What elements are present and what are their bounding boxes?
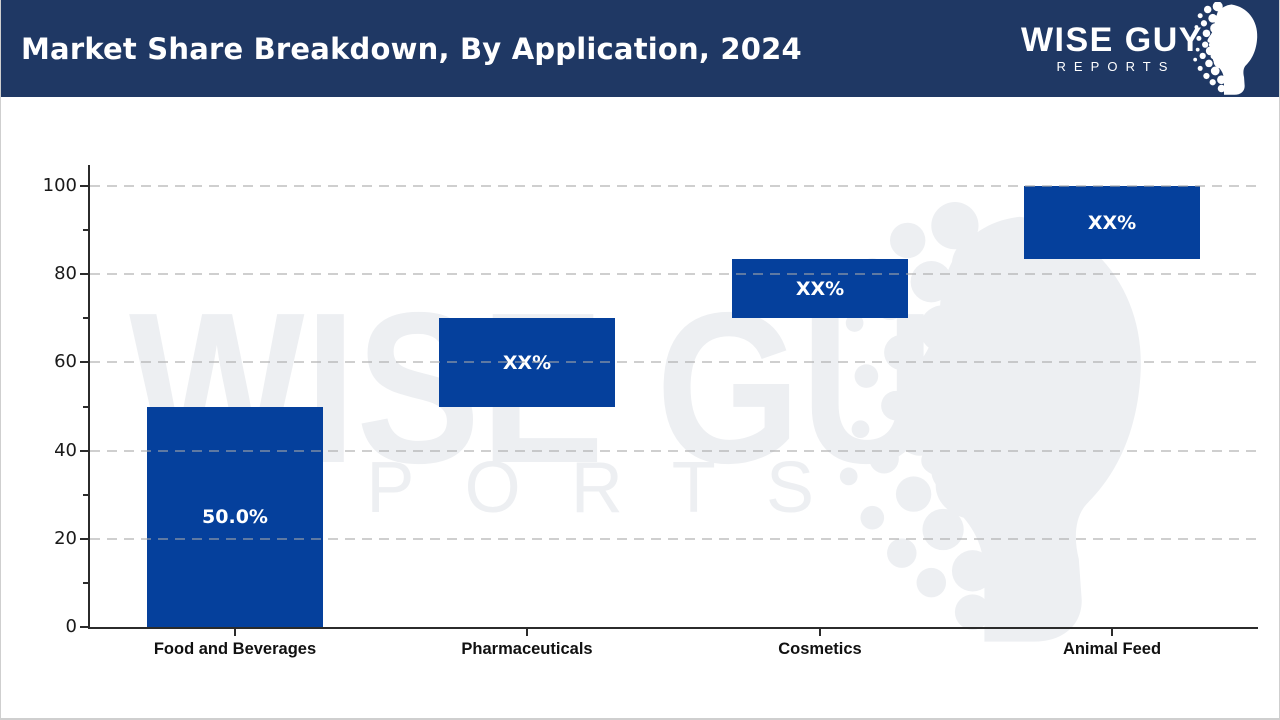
x-tick-pharmaceuticals	[526, 629, 528, 636]
x-tick-cosmetics	[819, 629, 821, 636]
logo-wordmark: WISE GUY	[1020, 21, 1203, 60]
bar-value-label: XX%	[795, 277, 845, 300]
gridline-100	[90, 185, 1258, 187]
y-major-tick-20	[80, 538, 88, 540]
bar-food-and-beverages: 50.0%	[147, 407, 323, 627]
x-axis-line	[88, 627, 1258, 629]
logo-text: WISE GUY REPORTS	[1020, 21, 1203, 74]
gridline-80	[90, 273, 1258, 275]
bar-value-label: 50.0%	[202, 506, 268, 528]
y-minor-tick-90	[83, 229, 88, 231]
bar-value-label: XX%	[1087, 211, 1137, 234]
y-tick-label-60: 60	[54, 351, 77, 372]
y-major-tick-40	[80, 450, 88, 452]
y-tick-label-0: 0	[65, 616, 77, 637]
chart-title: Market Share Breakdown, By Application, …	[21, 31, 802, 66]
y-minor-tick-50	[83, 406, 88, 408]
y-tick-label-20: 20	[54, 528, 77, 549]
logo-subtitle: REPORTS	[1056, 58, 1176, 74]
y-axis-line	[88, 165, 90, 629]
y-minor-tick-10	[83, 582, 88, 584]
y-minor-tick-70	[83, 317, 88, 319]
x-label-animal-feed: Animal Feed	[1062, 640, 1162, 658]
x-label-food-and-beverages: Food and Beverages	[153, 640, 317, 658]
gridline-20	[90, 538, 1258, 540]
y-tick-label-80: 80	[54, 263, 77, 284]
y-minor-tick-30	[83, 494, 88, 496]
y-major-tick-100	[80, 185, 88, 187]
y-major-tick-0	[80, 626, 88, 628]
gridline-60	[90, 361, 1258, 363]
header: Market Share Breakdown, By Application, …	[1, 0, 1279, 97]
y-major-tick-80	[80, 273, 88, 275]
wise-guy-logo: WISE GUY REPORTS	[1021, 0, 1269, 97]
y-major-tick-60	[80, 361, 88, 363]
bar-cosmetics: XX%	[732, 259, 908, 318]
x-tick-animal-feed	[1111, 629, 1113, 636]
x-label-cosmetics: Cosmetics	[778, 640, 862, 658]
y-tick-label-40: 40	[54, 440, 77, 461]
y-tick-label-100: 100	[42, 175, 77, 196]
gridline-40	[90, 450, 1258, 452]
bar-animal-feed: XX%	[1024, 186, 1200, 259]
x-label-pharmaceuticals: Pharmaceuticals	[461, 640, 593, 658]
x-tick-food-and-beverages	[234, 629, 236, 636]
